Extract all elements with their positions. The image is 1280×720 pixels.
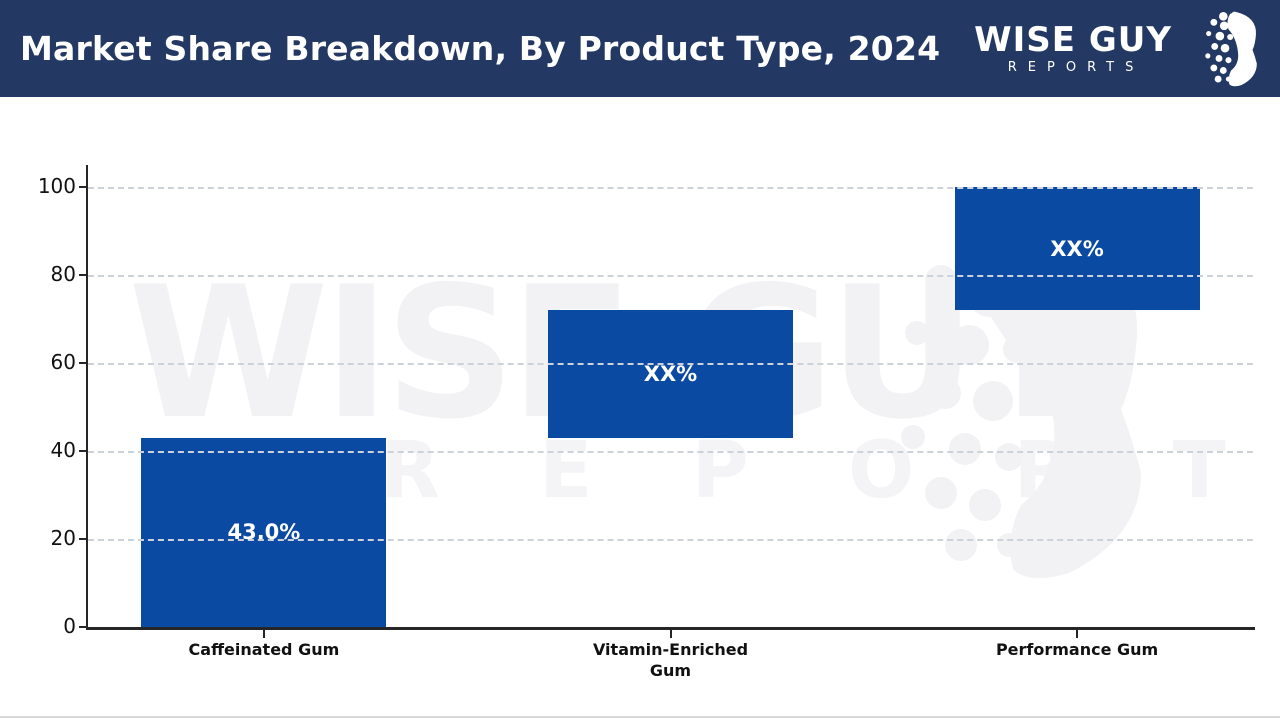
- x-tick-mark: [1076, 630, 1079, 638]
- x-tick-mark: [262, 630, 265, 638]
- x-category-label: Caffeinated Gum: [188, 640, 340, 659]
- bar-value-label: XX%: [1050, 236, 1104, 261]
- y-tick-label-40: 40: [50, 438, 76, 462]
- y-tick-label-100: 100: [37, 174, 76, 198]
- y-tick-mark-0: [79, 626, 87, 628]
- y-tick-label-20: 20: [50, 526, 76, 550]
- brand-name: WISE GUY: [974, 19, 1172, 60]
- gridline-y-20: [88, 539, 1253, 541]
- chart-bar-caffeinated-gum: [141, 437, 387, 627]
- gridline-y-80: [88, 275, 1253, 277]
- y-tick-mark-40: [79, 450, 87, 452]
- chart-title: Market Share Breakdown, By Product Type,…: [20, 29, 941, 68]
- x-category-label: Vitamin-Enriched Gum: [592, 640, 749, 680]
- x-category-label: Performance Gum: [995, 640, 1159, 659]
- x-tick-mark: [669, 630, 672, 638]
- chart-bar-vitamin-enriched-gum: [548, 310, 793, 438]
- header-band: Market Share Breakdown, By Product Type,…: [0, 0, 1280, 97]
- brand-logo: WISE GUY REPORTS: [974, 8, 1280, 90]
- y-tick-mark-80: [79, 274, 87, 276]
- y-tick-label-80: 80: [50, 262, 76, 286]
- y-tick-mark-100: [79, 186, 87, 188]
- x-axis-line: [86, 627, 1255, 630]
- y-tick-label-60: 60: [50, 350, 76, 374]
- chart-bar-performance-gum: [954, 187, 1200, 311]
- gridline-y-40: [88, 451, 1253, 453]
- brand-logo-text: WISE GUY REPORTS: [974, 23, 1172, 75]
- brand-subname: REPORTS: [1007, 59, 1145, 75]
- gridline-y-60: [88, 363, 1253, 365]
- plot-area: 43.0% XX% XX%: [88, 165, 1253, 627]
- y-axis-line: [86, 165, 88, 628]
- footer-divider: [0, 716, 1280, 718]
- y-tick-label-0: 0: [63, 614, 76, 638]
- bar-value-label: XX%: [643, 362, 698, 386]
- y-tick-mark-60: [79, 362, 87, 364]
- bar-value-label: 43.0%: [227, 520, 301, 545]
- y-tick-mark-20: [79, 538, 87, 540]
- gridline-y-100: [88, 187, 1253, 189]
- logo-face-icon: [1205, 11, 1257, 86]
